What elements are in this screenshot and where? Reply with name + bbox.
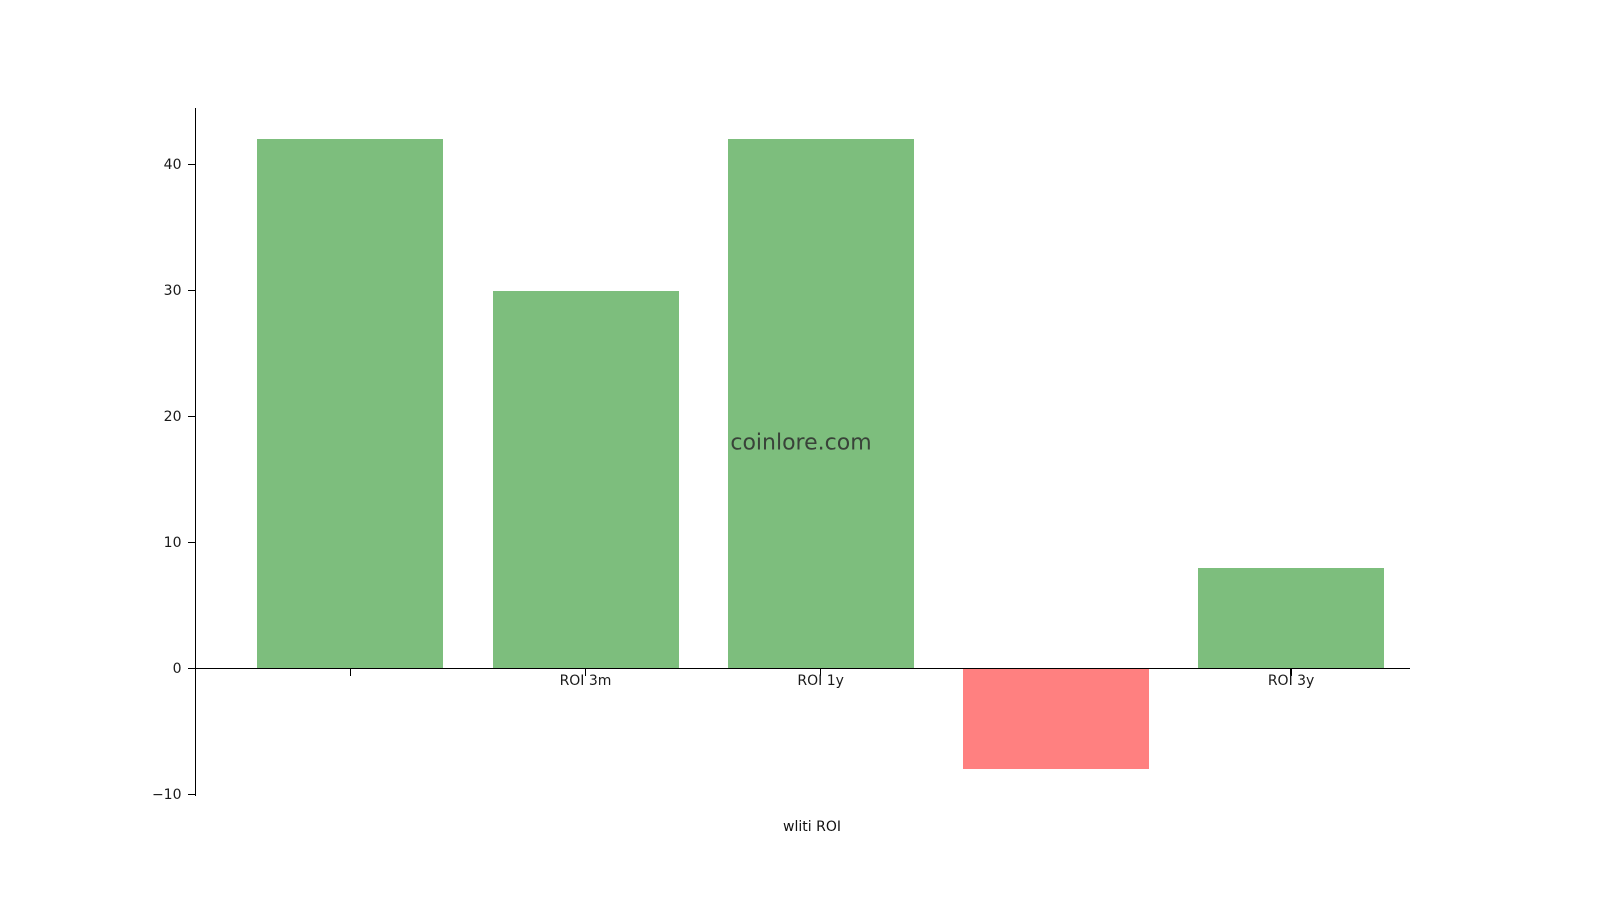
y-axis-line	[194, 108, 196, 796]
bar-roi-1y	[727, 139, 914, 669]
bar-unlabeled-0	[257, 139, 444, 669]
y-tick-mark	[187, 793, 195, 796]
y-tick-label: 20	[163, 408, 182, 425]
x-tick-mark	[349, 669, 352, 677]
y-tick-mark	[187, 415, 195, 418]
y-tick-mark	[187, 163, 195, 166]
watermark-text: coinlore.com	[730, 430, 872, 456]
bar-roi-3m	[492, 290, 679, 669]
x-tick-mark	[819, 669, 822, 677]
y-tick-mark	[187, 667, 195, 670]
y-tick-label: 30	[163, 282, 182, 299]
y-tick-label: 0	[172, 660, 182, 677]
y-tick-mark	[187, 541, 195, 544]
x-tick-label: ROI 1y	[797, 673, 844, 689]
y-tick-label: −10	[151, 786, 182, 803]
x-tick-mark	[584, 669, 587, 677]
x-tick-label: ROI 3m	[559, 673, 612, 689]
y-tick-mark	[187, 289, 195, 292]
x-tick-label: ROI 3y	[1267, 673, 1315, 689]
y-tick-label: 10	[163, 534, 182, 551]
y-tick-label: 40	[163, 156, 182, 173]
x-tick-mark	[1290, 669, 1292, 677]
bar-unlabeled-3	[962, 668, 1149, 770]
x-axis-label: wliti ROI	[783, 819, 841, 835]
bar-roi-3y	[1198, 567, 1385, 669]
x-axis-line	[196, 667, 1410, 670]
